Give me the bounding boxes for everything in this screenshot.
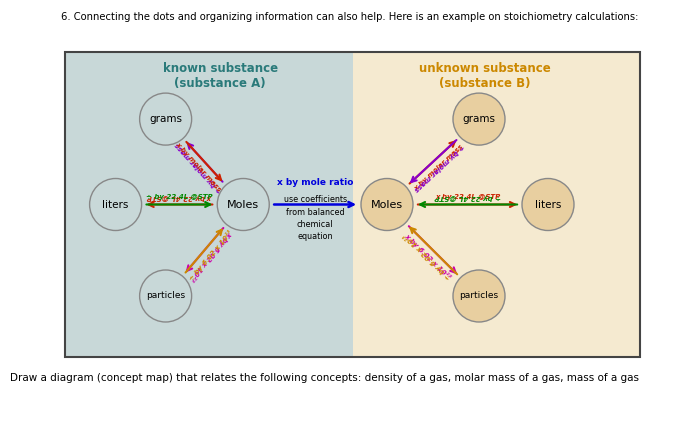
Text: ÷ by molar mass: ÷ by molar mass [174, 141, 223, 194]
Circle shape [139, 93, 192, 145]
Circle shape [361, 179, 413, 230]
Bar [65, 52, 640, 357]
Text: use coefficients: use coefficients [284, 195, 346, 204]
Circle shape [90, 179, 141, 230]
Text: x by 22.4L @STP: x by 22.4L @STP [435, 194, 500, 199]
Text: x by molar mass: x by molar mass [413, 144, 464, 192]
Text: ÷ by 22.4L @STP: ÷ by 22.4L @STP [434, 194, 500, 199]
Text: from balanced: from balanced [286, 208, 344, 217]
Text: Moles: Moles [228, 199, 259, 210]
Text: Draw a diagram (concept map) that relates the following concepts: density of a g: Draw a diagram (concept map) that relate… [10, 373, 639, 383]
Text: liters: liters [535, 199, 561, 210]
Text: grams: grams [149, 114, 182, 124]
Circle shape [453, 270, 505, 322]
Circle shape [453, 93, 505, 145]
Circle shape [522, 179, 574, 230]
Text: grams: grams [463, 114, 496, 124]
Text: particles: particles [146, 292, 186, 301]
Bar [353, 52, 640, 357]
Bar [65, 52, 353, 357]
Text: x by 6.02 x 10²³: x by 6.02 x 10²³ [188, 229, 233, 281]
Circle shape [217, 179, 270, 230]
Text: x by molar mass: x by molar mass [174, 141, 223, 193]
Text: ÷ by 22.4L @STP: ÷ by 22.4L @STP [146, 194, 213, 199]
Text: chemical: chemical [297, 220, 333, 229]
Text: liters: liters [102, 199, 129, 210]
Text: x by 6.02 x 10²³: x by 6.02 x 10²³ [403, 232, 452, 280]
Text: particles: particles [459, 292, 498, 301]
Text: 6. Connecting the dots and organizing information can also help. Here is an exam: 6. Connecting the dots and organizing in… [62, 12, 638, 22]
Text: known substance
(substance A): known substance (substance A) [162, 62, 278, 90]
Text: equation: equation [298, 232, 333, 241]
Text: x by 22.4L @STP: x by 22.4L @STP [147, 194, 212, 199]
Text: ÷ by molar mass: ÷ by molar mass [412, 143, 465, 192]
Text: ÷ by 6.02 x 10²³: ÷ by 6.02 x 10²³ [402, 231, 452, 281]
Circle shape [139, 270, 192, 322]
Text: ÷ by 6.02 x 10²³: ÷ by 6.02 x 10²³ [188, 229, 234, 282]
Text: x by mole ratio: x by mole ratio [277, 178, 354, 187]
Text: Moles: Moles [371, 199, 403, 210]
Text: unknown substance
(substance B): unknown substance (substance B) [419, 62, 551, 90]
